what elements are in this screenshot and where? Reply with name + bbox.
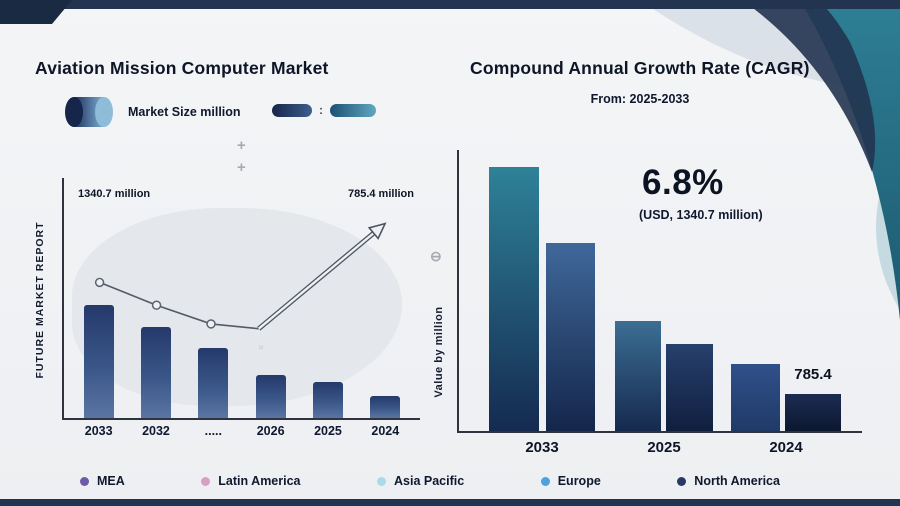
- legend-item-europe: Europe: [540, 474, 601, 488]
- legend-dot-icon: [540, 476, 550, 486]
- cagr-bar-2025-2: [666, 343, 713, 431]
- end-value-label: 785.4 million: [347, 188, 414, 200]
- teal-pill-icon: [330, 103, 376, 117]
- cagr-bar-2033-2: [546, 242, 595, 431]
- legend-item-north-america: North America: [677, 474, 780, 488]
- cagr-value: 6.8%: [642, 163, 724, 202]
- right-axis-vertical-label: Value by million: [433, 306, 445, 398]
- left-bar-slot: [242, 178, 299, 418]
- market-size-bar-2024: [370, 396, 401, 418]
- bar-value-label: 785.4: [794, 366, 832, 383]
- legend-item-mea: MEA: [80, 474, 125, 488]
- legend-label: MEA: [97, 474, 125, 488]
- left-axis-vertical-label: FUTURE MARKET REPORT: [34, 221, 46, 379]
- legend-label: Europe: [557, 474, 601, 488]
- legend-item-asia-pacific: Asia Pacific: [377, 474, 464, 488]
- market-size-legend-label: Market Size million: [128, 105, 241, 119]
- left-axis-year-label: 2025: [314, 424, 342, 438]
- region-legend: MEA Latin America Asia Pacific Europe North …: [80, 474, 780, 488]
- cagr-bar-2025-1: [615, 321, 661, 431]
- decor-plus-icon: +: [237, 137, 246, 154]
- legend-dot-icon: [80, 476, 89, 486]
- left-chart-title: Aviation Mission Computer Market: [35, 58, 329, 78]
- trend-marker: [151, 300, 162, 310]
- cagr-bar-2024-1: [731, 363, 780, 431]
- left-axis-year-label: 2024: [371, 424, 400, 438]
- pill-separator: :: [319, 103, 323, 117]
- left-axis-year-label: 2033: [84, 424, 113, 438]
- cagr-chart: 785.4 2033 2025 2024: [457, 150, 862, 456]
- left-axis-year-label: .....: [204, 424, 222, 438]
- decor-square-icon: ▫: [259, 340, 264, 354]
- legend-pill-group: :: [272, 103, 376, 117]
- market-size-bar-2026: [255, 374, 286, 418]
- right-axis-year-label: 2024: [769, 439, 803, 456]
- decor-circled-minus-icon: ⊖: [430, 248, 442, 264]
- market-size-bar-2032: [140, 326, 171, 418]
- right-axis-year-label: 2025: [647, 439, 681, 456]
- legend-label: Asia Pacific: [394, 474, 465, 488]
- left-axis-year-label: 2032: [142, 424, 170, 438]
- left-x-axis-labels: 2033 2032..... 2026 2025 2024: [64, 424, 420, 438]
- navy-pill-icon: [272, 103, 312, 117]
- trend-marker: [94, 277, 105, 288]
- left-axis-year-label: 2026: [256, 424, 285, 438]
- start-value-label: 1340.7 million: [78, 188, 151, 200]
- left-bars-group: [64, 178, 420, 418]
- cylinder-icon: [65, 97, 113, 127]
- market-size-bar-2033: [83, 305, 114, 418]
- market-size-legend: Market Size million: [64, 94, 241, 130]
- trend-marker: [206, 319, 216, 329]
- legend-item-latin-america: Latin America: [201, 474, 301, 488]
- right-chart-title: Compound Annual Growth Rate (CAGR): [470, 58, 810, 78]
- trend-arrow-icon: [367, 222, 387, 240]
- legend-label: Latin America: [218, 474, 301, 488]
- cagr-note: (USD, 1340.7 million): [639, 208, 763, 222]
- legend-dot-icon: [677, 476, 687, 486]
- trend-line: [94, 222, 387, 331]
- soft-blob-shape: [72, 208, 402, 406]
- left-bar-slot: [70, 178, 127, 418]
- market-size-chart: 1340.7 million 785.4 million 2033 2032...…: [62, 178, 420, 438]
- right-chart-subtitle: From: 2025-2033: [590, 92, 690, 106]
- cagr-bar-2033-1: [489, 166, 539, 431]
- legend-label: North America: [694, 474, 780, 488]
- legend-dot-icon: [377, 476, 387, 486]
- left-bar-slot: [185, 178, 242, 418]
- left-bar-slot: [127, 178, 184, 418]
- cagr-bar-2024-2: [785, 394, 841, 431]
- market-size-bar-.....: [198, 348, 229, 418]
- right-x-axis-labels: 2033 2025 2024: [459, 439, 862, 459]
- right-axis-year-label: 2033: [525, 439, 559, 456]
- market-size-bar-2025: [312, 382, 343, 418]
- left-bar-slot: [299, 178, 356, 418]
- decor-plus-icon: +: [237, 159, 246, 176]
- left-bar-slot: [357, 178, 414, 418]
- legend-dot-icon: [201, 476, 211, 486]
- right-bars-group: [459, 150, 862, 431]
